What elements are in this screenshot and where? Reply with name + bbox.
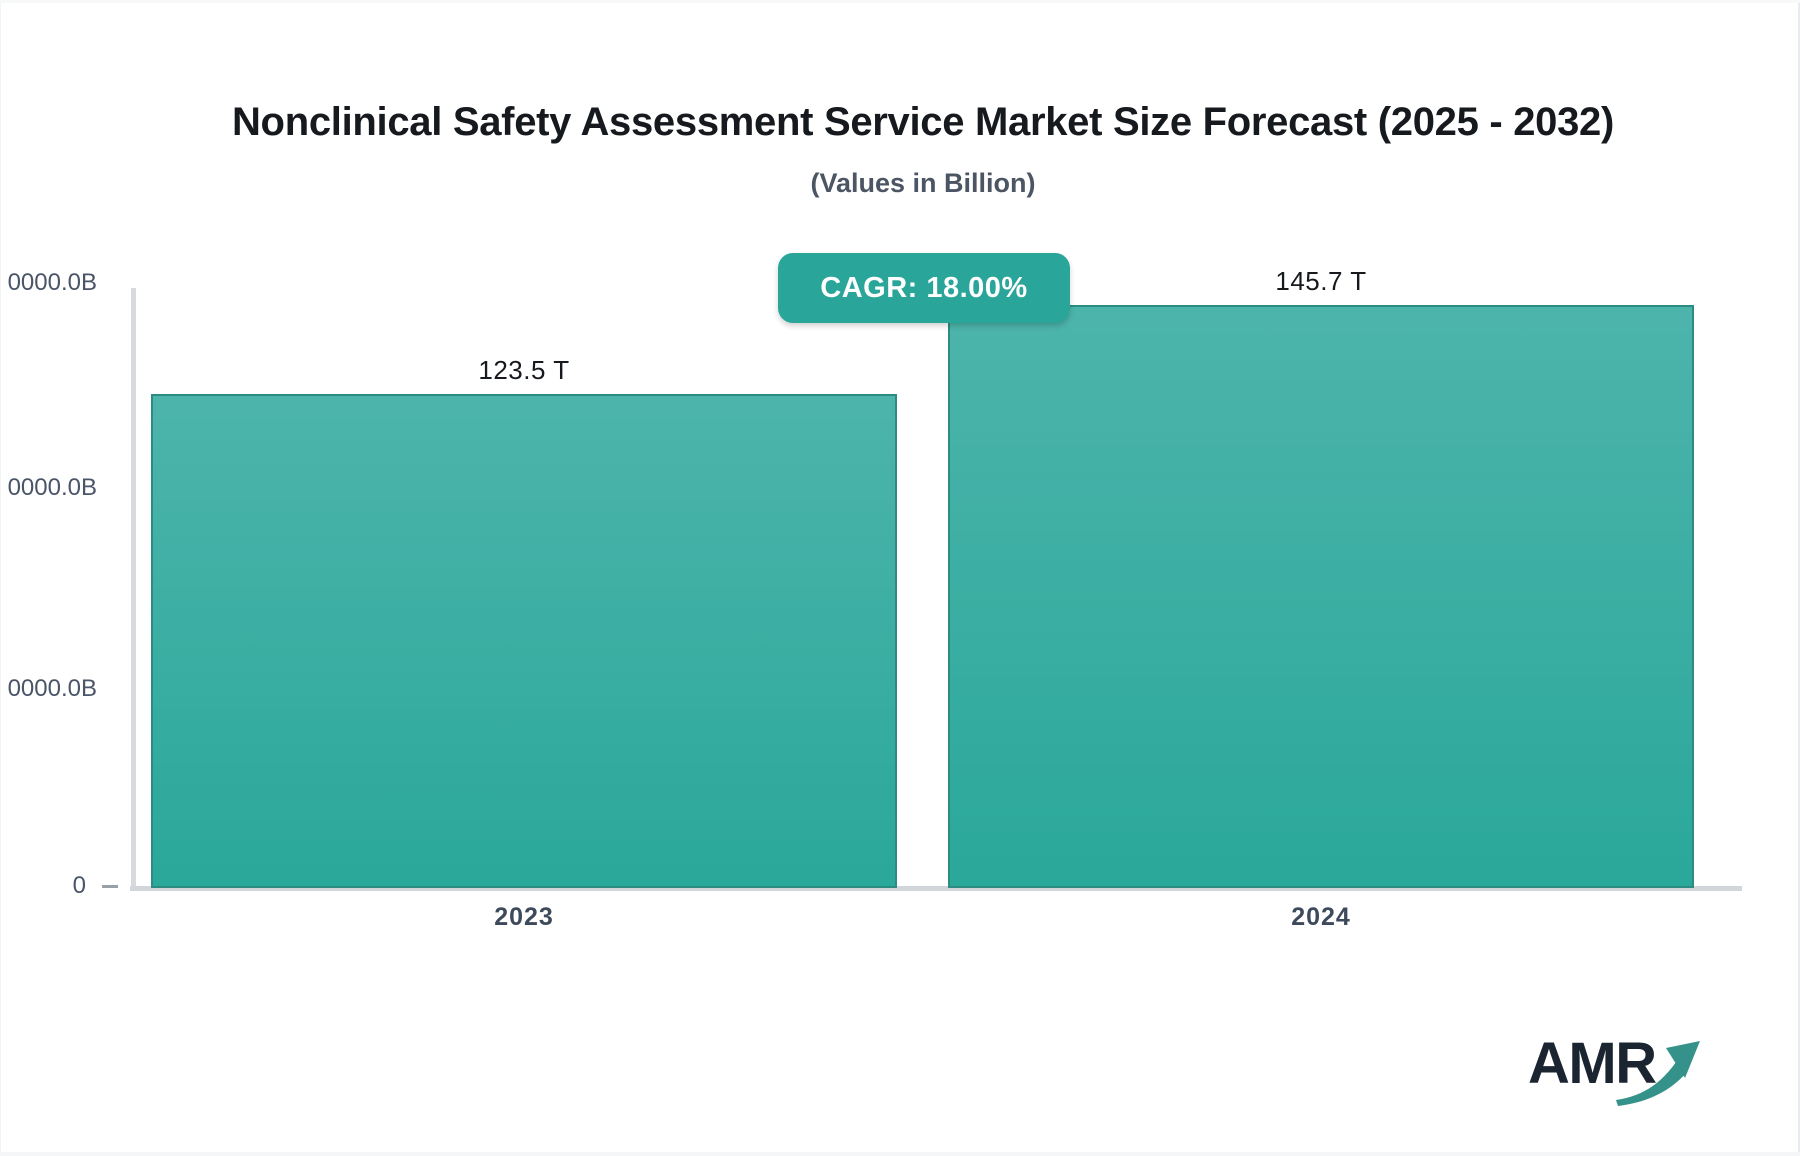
amr-logo-text: AMR [1528, 1031, 1657, 1096]
x-axis-label-2024: 2024 [1291, 903, 1351, 931]
y-axis-line [131, 288, 136, 888]
growth-arrow-icon [1616, 1041, 1700, 1106]
x-axis-line [130, 886, 1742, 891]
bar-2024 [948, 305, 1694, 888]
x-axis-label-2023: 2023 [494, 903, 554, 931]
page-subtitle: (Values in Billion) [810, 168, 1036, 198]
amr-logo: AMR [1524, 1030, 1734, 1130]
y-axis-tick-label: 0000.0B [7, 474, 97, 501]
cagr-badge: CAGR: 18.00% [778, 253, 1070, 323]
bar-2023 [151, 394, 897, 888]
y-axis-tick-label: 0 [72, 872, 86, 899]
y-axis-tick-label: 0000.0B [7, 269, 97, 296]
y-axis-zero-tick [102, 885, 118, 888]
bar-value-label: 123.5 T [478, 355, 570, 385]
page-title: Nonclinical Safety Assessment Service Ma… [231, 100, 1615, 144]
bar-value-label: 145.7 T [1275, 266, 1367, 296]
y-axis-tick-label: 0000.0B [7, 675, 97, 702]
